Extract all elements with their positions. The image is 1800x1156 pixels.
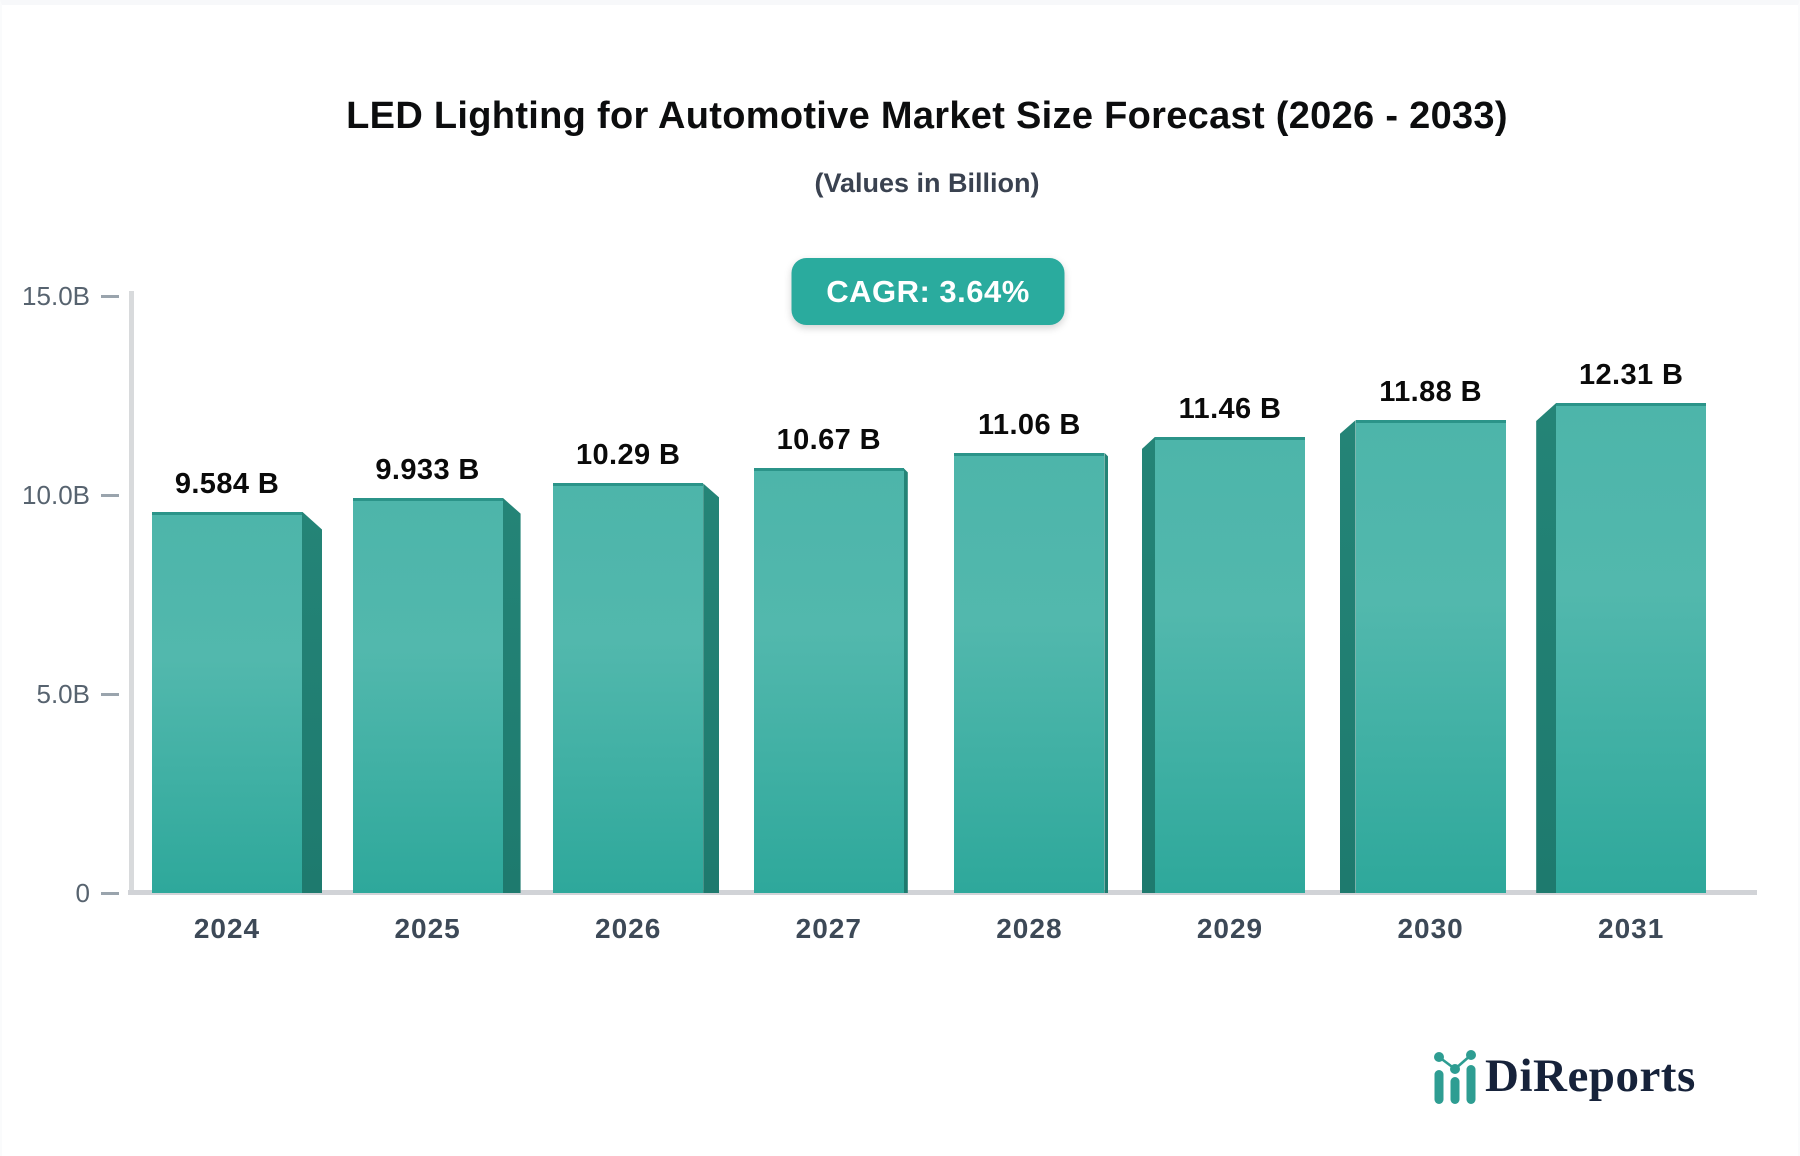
bar-2026 — [553, 483, 704, 893]
x-axis-label: 2030 — [1397, 913, 1464, 944]
chart-title: LED Lighting for Automotive Market Size … — [346, 95, 1508, 137]
bar-side-face-2026 — [703, 483, 720, 893]
chart-subtitle: (Values in Billion) — [814, 168, 1040, 198]
x-axis-label: 2024 — [193, 913, 261, 944]
bar-chart-plot: 0 5.0B 10.0B 15.0B 9.584 B 2024 9.933 B 2025 10… — [2, 5, 1798, 1156]
brand-logo-text: DiReports — [1485, 1050, 1696, 1102]
x-axis-label: 2025 — [394, 913, 461, 944]
x-axis-label: 2026 — [595, 913, 662, 944]
bar-2030 — [1355, 420, 1506, 893]
bar-2028 — [954, 452, 1105, 893]
y-tick-dash — [101, 692, 119, 696]
y-tick-dash — [101, 891, 119, 895]
bar-2029 — [1155, 436, 1305, 893]
bar-value-label: 11.46 B — [1178, 392, 1282, 425]
bar-value-label: 11.06 B — [978, 408, 1081, 441]
brand-logo: DiReports — [1432, 1047, 1696, 1105]
cagr-badge: CAGR: 3.64% — [791, 258, 1065, 325]
bar-value-label: 10.67 B — [776, 424, 881, 457]
y-tick-label: 15.0B — [22, 281, 90, 311]
bar-value-label: 11.88 B — [1379, 376, 1482, 409]
bar-side-face-2029 — [1142, 436, 1155, 893]
bar-value-label: 9.933 B — [375, 453, 480, 486]
cagr-badge-label: CAGR: 3.64% — [826, 274, 1030, 309]
bar-2025 — [352, 497, 503, 893]
bar-side-face-2030 — [1339, 420, 1356, 893]
mini-bar-chart-logo-icon — [1434, 1050, 1476, 1104]
y-tick-label: 0 — [75, 878, 90, 908]
bar-2024 — [152, 511, 302, 893]
bar-2031 — [1556, 403, 1707, 893]
bar-side-face-2027 — [903, 468, 908, 893]
y-tick-dash — [101, 294, 119, 298]
bar-value-label: 12.31 B — [1579, 359, 1684, 392]
y-axis-line — [129, 291, 134, 895]
bar-value-label: 10.29 B — [576, 439, 681, 472]
x-axis-label: 2028 — [996, 913, 1063, 944]
x-axis-label: 2031 — [1598, 913, 1665, 944]
y-tick-label: 10.0B — [22, 480, 90, 510]
x-axis-line — [128, 890, 1757, 895]
bar-side-face-2024 — [302, 511, 322, 893]
bar-side-face-2031 — [1536, 403, 1557, 893]
y-tick-label: 5.0B — [36, 679, 91, 709]
bar-side-face-2028 — [1104, 452, 1109, 893]
y-tick-dash — [101, 493, 119, 497]
bar-value-label: 9.584 B — [174, 467, 280, 500]
x-axis-label: 2027 — [795, 913, 862, 944]
bar-side-face-2025 — [502, 497, 521, 893]
x-axis-label: 2029 — [1196, 913, 1264, 944]
bar-2027 — [753, 468, 904, 893]
